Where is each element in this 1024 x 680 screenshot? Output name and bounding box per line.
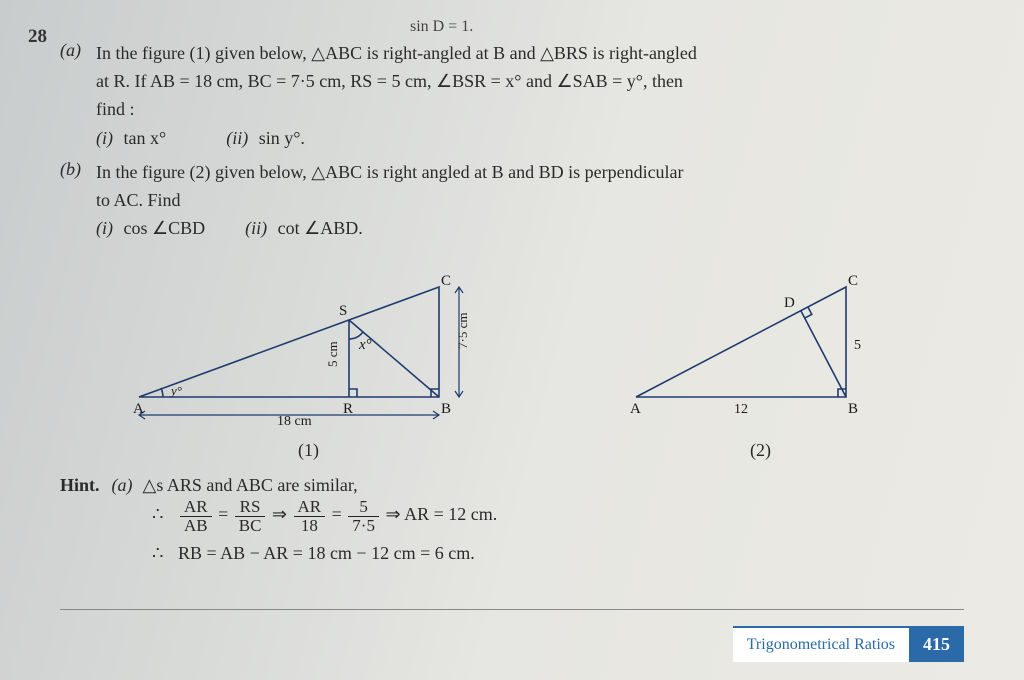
part-b-sub-ii: (ii) cot ∠ABD.	[245, 218, 363, 239]
sub-label: (i)	[96, 218, 113, 238]
hint-result: AR = 12 cm.	[404, 504, 497, 524]
part-a-body: In the figure (1) given below, △ABC is r…	[96, 40, 964, 124]
fig1-label-C: C	[441, 273, 451, 289]
part-b-subs: (i) cos ∠CBD (ii) cot ∠ABD.	[96, 218, 964, 239]
figure-2: A B C D 12 5 (2)	[616, 257, 906, 461]
part-b-sub-i: (i) cos ∠CBD	[96, 218, 205, 239]
fig2-dim-bc: 5	[854, 338, 861, 353]
therefore-symbol: ∴	[152, 543, 163, 563]
sub-text: cos ∠CBD	[124, 218, 206, 238]
footer: Trigonometrical Ratios 415	[733, 626, 964, 662]
fig1-dim-rs: 5 cm	[325, 342, 340, 368]
arrow: ⇒	[272, 504, 287, 524]
figure-1-svg: A B C S R x° y° 18 cm 5 cm 7·5 cm	[119, 257, 499, 427]
eq: =	[332, 504, 342, 524]
hint-line3: ∴ RB = AB − AR = 18 cm − 12 cm = 6 cm.	[152, 535, 964, 571]
part-a-line3: find :	[96, 99, 135, 119]
part-b-line2: to AC. Find	[96, 190, 181, 210]
fig2-label-D: D	[784, 295, 795, 311]
fig1-dim-ab: 18 cm	[277, 414, 312, 427]
page: 28 sin D = 1. (a) In the figure (1) give…	[0, 0, 1024, 571]
fig2-dim-ab: 12	[734, 402, 748, 417]
hint-line2: ∴ ARAB = RSBC ⇒ AR18 = 57·5 ⇒ AR = 12 cm…	[152, 496, 964, 534]
figure-2-caption: (2)	[616, 440, 906, 461]
therefore-symbol: ∴	[152, 504, 163, 524]
fig2-label-B: B	[848, 401, 858, 417]
sub-label: (ii)	[245, 218, 267, 238]
fig1-label-A: A	[133, 401, 144, 417]
fig1-label-R: R	[343, 401, 353, 417]
question-number: 28	[28, 26, 47, 48]
fig1-angle-y: y°	[169, 383, 182, 398]
frac-rs-bc: RSBC	[235, 498, 266, 535]
footer-chapter: Trigonometrical Ratios	[733, 626, 909, 662]
frac-ar-ab: ARAB	[180, 498, 212, 535]
part-a-line1: In the figure (1) given below, △ABC is r…	[96, 43, 697, 63]
part-a-sub-ii: (ii) sin y°.	[226, 128, 305, 149]
part-b-line1: In the figure (2) given below, △ABC is r…	[96, 162, 684, 182]
cropped-previous-line: sin D = 1.	[410, 18, 964, 36]
fig2-label-C: C	[848, 273, 858, 289]
sub-text: sin y°.	[259, 128, 305, 148]
divider-line	[60, 609, 964, 610]
part-a-line2: at R. If AB = 18 cm, BC = 7·5 cm, RS = 5…	[96, 71, 683, 91]
hint-block: Hint. (a) △s ARS and ABC are similar, ∴ …	[60, 475, 964, 570]
hint-part: (a)	[112, 475, 133, 496]
fig1-dim-bc: 7·5 cm	[455, 313, 470, 349]
arrow: ⇒	[385, 504, 400, 524]
part-b: (b) In the figure (2) given below, △ABC …	[60, 159, 964, 215]
part-a-label: (a)	[60, 40, 96, 124]
part-a: (a) In the figure (1) given below, △ABC …	[60, 40, 964, 124]
sub-text: cot ∠ABD.	[278, 218, 363, 238]
sub-label: (i)	[96, 128, 113, 148]
part-b-label: (b)	[60, 159, 96, 215]
figure-2-svg: A B C D 12 5	[616, 257, 906, 427]
frac-ar-18: AR18	[294, 498, 326, 535]
footer-page-number: 415	[909, 626, 964, 662]
fig2-label-A: A	[630, 401, 641, 417]
hint-line1: △s ARS and ABC are similar,	[143, 475, 358, 496]
hint-line3-text: RB = AB − AR = 18 cm − 12 cm = 6 cm.	[178, 543, 475, 563]
part-b-body: In the figure (2) given below, △ABC is r…	[96, 159, 964, 215]
hint-label: Hint.	[60, 475, 100, 496]
frac-5-75: 57·5	[348, 498, 379, 535]
sub-label: (ii)	[226, 128, 248, 148]
figure-1: A B C S R x° y° 18 cm 5 cm 7·5 cm (1)	[119, 257, 499, 461]
fig1-label-S: S	[339, 303, 347, 319]
fig1-angle-x: x°	[358, 337, 372, 353]
sub-text: tan x°	[124, 128, 167, 148]
figures-row: A B C S R x° y° 18 cm 5 cm 7·5 cm (1)	[60, 257, 964, 461]
fig1-label-B: B	[441, 401, 451, 417]
figure-1-caption: (1)	[119, 440, 499, 461]
eq: =	[218, 504, 228, 524]
part-a-sub-i: (i) tan x°	[96, 128, 166, 149]
part-a-subs: (i) tan x° (ii) sin y°.	[96, 128, 964, 149]
